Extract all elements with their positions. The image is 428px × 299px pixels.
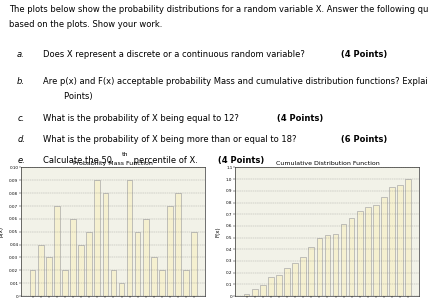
Bar [317,238,322,296]
Bar [284,268,290,296]
Bar [276,275,282,296]
Text: based on the plots. Show your work.: based on the plots. Show your work. [9,20,162,29]
Bar [373,205,379,296]
Bar [349,218,354,296]
Bar [78,245,84,296]
Bar [127,180,132,296]
Bar [405,179,411,296]
Bar [268,277,273,296]
Text: (4 Points): (4 Points) [215,156,265,165]
Y-axis label: p(x): p(x) [0,226,4,237]
Bar [397,185,403,296]
Bar [341,224,346,296]
Bar [183,270,189,296]
Text: d.: d. [17,135,25,144]
Bar [86,232,92,296]
Bar [175,193,181,296]
Bar [110,270,116,296]
Bar [62,270,68,296]
Text: c.: c. [17,114,24,123]
Text: b.: b. [17,77,25,86]
Bar [365,207,371,296]
Text: (4 Points): (4 Points) [274,114,324,123]
Text: Calculate the 50: Calculate the 50 [43,156,112,165]
Y-axis label: F(x): F(x) [215,226,220,237]
Bar [143,219,149,296]
Text: th: th [122,152,128,157]
Bar [70,219,76,296]
Text: The plots below show the probability distributions for a random variable X. Answ: The plots below show the probability dis… [9,5,428,14]
Bar [95,180,100,296]
Bar [389,187,395,296]
Bar [292,263,298,296]
Bar [38,245,44,296]
Title: Probability Mass Function: Probability Mass Function [74,161,153,166]
Bar [333,234,338,296]
Bar [300,257,306,296]
Text: a.: a. [17,50,25,59]
Title: Cumulative Distribution Function: Cumulative Distribution Function [276,161,379,166]
Bar [135,232,140,296]
Bar [309,247,314,296]
Text: Are p(x) and F(x) acceptable probability Mass and cumulative distribution functi: Are p(x) and F(x) acceptable probability… [43,77,428,86]
Bar [151,257,157,296]
Bar [30,270,36,296]
Bar [159,270,165,296]
Bar [381,197,387,296]
Bar [260,286,266,296]
Text: Points): Points) [43,92,92,101]
Text: What is the probability of X being equal to 12?: What is the probability of X being equal… [43,114,239,123]
Text: e.: e. [17,156,25,165]
Bar [252,289,258,296]
Bar [324,235,330,296]
Text: What is the probability of X being more than or equal to 18?: What is the probability of X being more … [43,135,296,144]
Text: (4 Points): (4 Points) [338,50,387,59]
Text: Does X represent a discrete or a continuous random variable?: Does X represent a discrete or a continu… [43,50,305,59]
Bar [119,283,124,296]
Bar [244,294,250,296]
Bar [167,206,173,296]
Bar [46,257,52,296]
Bar [103,193,108,296]
Text: (6 Points): (6 Points) [338,135,387,144]
Text: percentile of X.: percentile of X. [131,156,198,165]
Bar [54,206,59,296]
Bar [191,232,197,296]
Bar [357,211,363,296]
